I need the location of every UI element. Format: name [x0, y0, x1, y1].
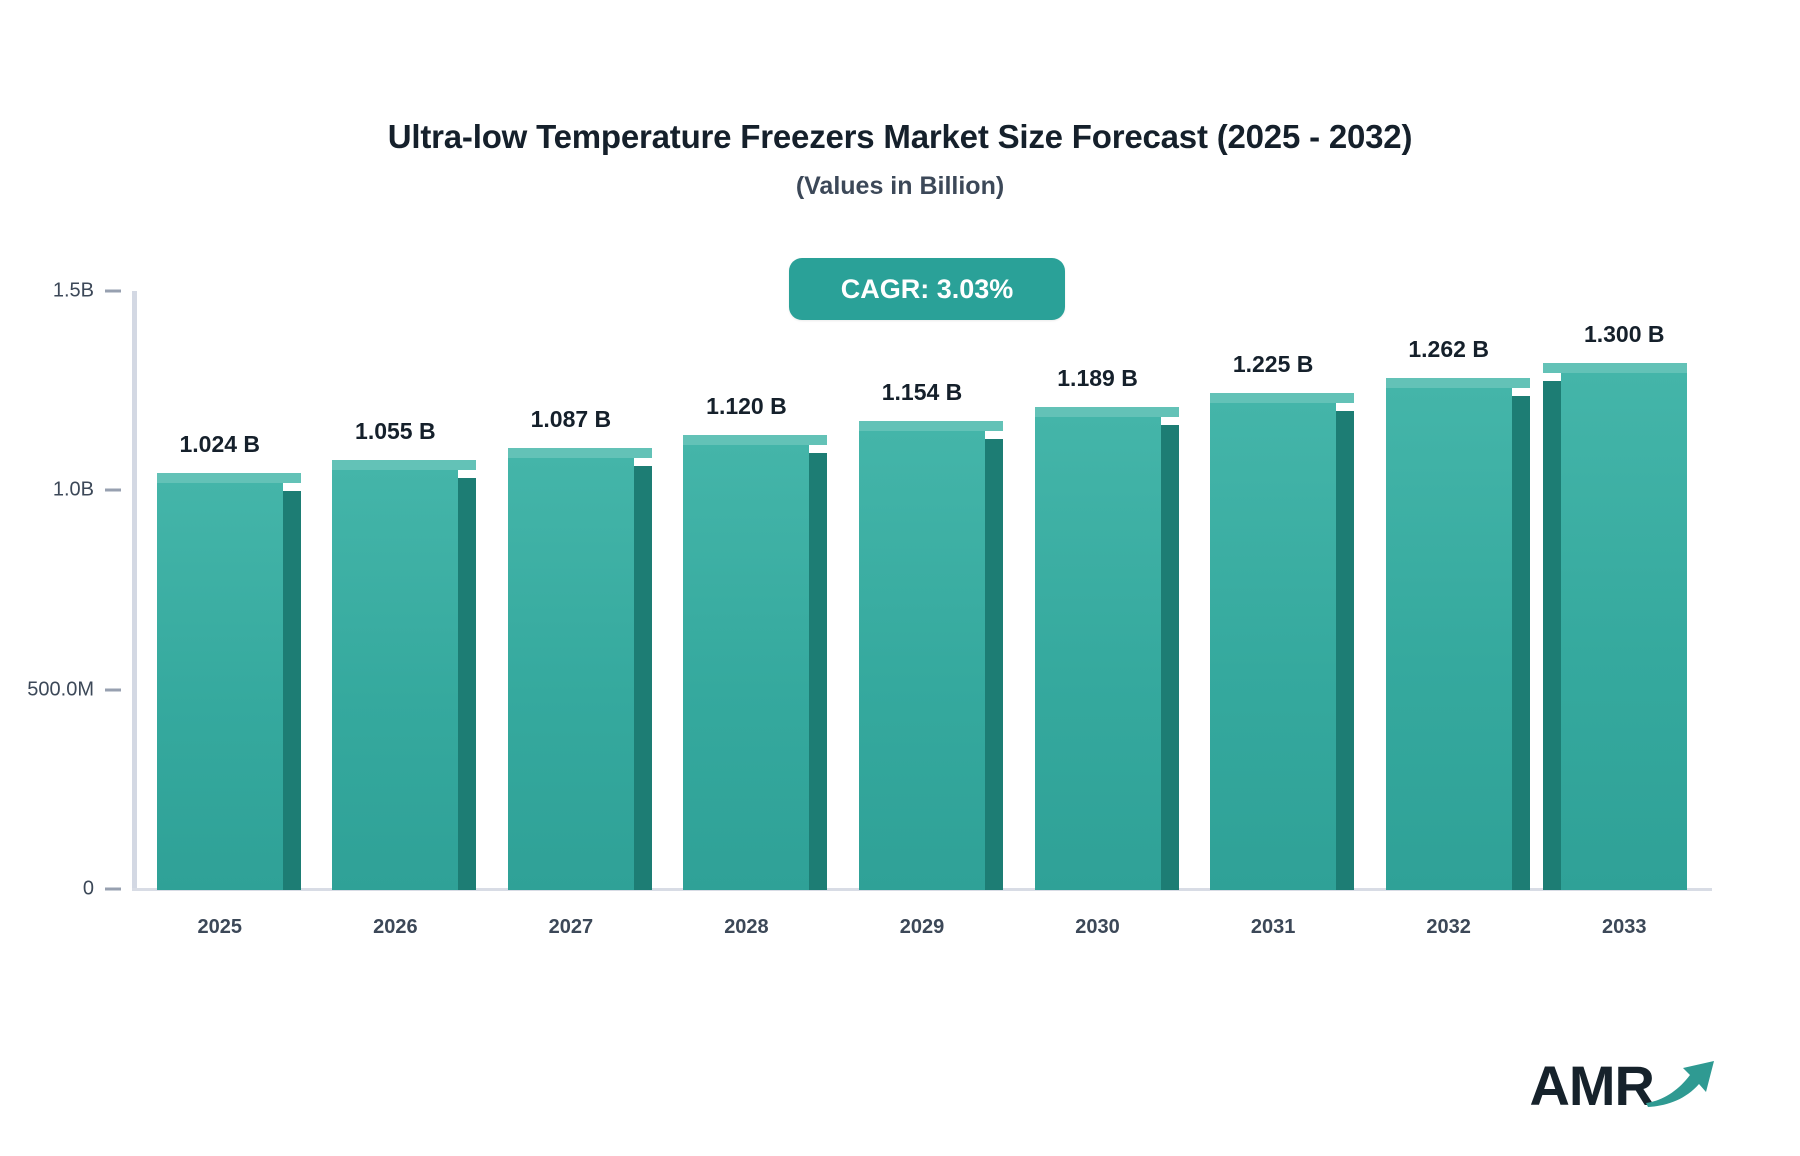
bar-front-face	[1561, 371, 1688, 890]
bar-top-face	[1210, 392, 1355, 403]
cagr-badge: CAGR: 3.03%	[789, 258, 1065, 320]
bar-front-face	[1385, 386, 1512, 890]
bar-front-face	[507, 456, 634, 890]
bar-top-face	[1034, 407, 1179, 417]
bar-front-face	[332, 469, 459, 890]
bar-2026[interactable]: 1.055 B 2026	[332, 418, 477, 938]
bar-2027[interactable]: 1.087 B 2027	[507, 406, 652, 938]
bar-front-face	[1034, 416, 1161, 890]
y-axis-tick-label: 1.0B	[52, 478, 94, 501]
bar-side-face	[985, 438, 1003, 890]
bar-side-face	[458, 478, 477, 890]
bar-value-label: 1.055 B	[355, 418, 436, 445]
bar-2028[interactable]: 1.120 B 2028	[683, 393, 828, 938]
bar-front-face	[156, 481, 283, 890]
x-axis-tick-label: 2032	[1426, 916, 1471, 938]
y-axis-line	[132, 291, 137, 891]
bar-2033[interactable]: 1.300 B 2033	[1543, 321, 1688, 938]
bar-top-face	[683, 434, 828, 445]
bar-top-face	[507, 447, 652, 458]
x-axis-tick-label: 2031	[1250, 916, 1296, 938]
bar-side-face	[1511, 395, 1530, 890]
plot-area: 1.024 B 2025 1.055 B 2026 1.087 B 2027 1.120 B…	[132, 290, 1712, 938]
amr-logo: AMR	[1529, 1051, 1718, 1114]
bar-top-face	[859, 420, 1003, 431]
bar-top-face	[332, 460, 477, 471]
bar-value-label: 1.120 B	[706, 392, 787, 419]
chart-subtitle: (Values in Billion)	[795, 172, 1005, 200]
bar-value-label: 1.087 B	[530, 405, 612, 432]
bar-front-face	[1210, 401, 1337, 890]
bar-side-face	[1336, 410, 1355, 890]
bar-2031[interactable]: 1.225 B 2031	[1210, 351, 1355, 938]
x-axis-tick-label: 2030	[1075, 916, 1120, 938]
bar-side-face	[1160, 425, 1179, 890]
bar-value-label: 1.189 B	[1057, 365, 1138, 391]
bar-front-face	[859, 429, 985, 890]
y-axis-tick-mark	[105, 488, 121, 492]
y-axis-tick-mark	[105, 289, 121, 293]
cagr-badge-label: CAGR: 3.03%	[840, 273, 1014, 304]
bar-front-face	[683, 443, 810, 890]
bar-top-face	[156, 472, 301, 483]
x-axis-tick-label: 2028	[724, 916, 769, 938]
bar-2029[interactable]: 1.154 B 2029	[859, 379, 1003, 938]
x-axis-tick-label: 2026	[373, 916, 418, 938]
growth-arrow-icon	[1644, 1051, 1718, 1112]
x-axis-tick-label: 2029	[899, 916, 945, 938]
bar-value-label: 1.262 B	[1408, 335, 1489, 362]
bar-side-face	[633, 465, 652, 890]
y-axis-tick-mark	[105, 688, 121, 692]
bar-top-face	[1385, 377, 1530, 388]
bar-value-label: 1.154 B	[881, 378, 963, 405]
bar-value-label: 1.300 B	[1583, 320, 1665, 347]
y-axis-tick-label: 500.0M	[27, 678, 94, 701]
bar-value-label: 1.225 B	[1232, 350, 1314, 377]
y-axis-tick-label: 0	[82, 877, 94, 900]
bar-2030[interactable]: 1.189 B 2030	[1034, 365, 1179, 938]
y-axis-tick-mark	[105, 887, 121, 891]
amr-logo-text: AMR	[1529, 1054, 1655, 1117]
x-axis-tick-label: 2027	[548, 916, 594, 938]
bar-2025[interactable]: 1.024 B 2025	[156, 431, 301, 938]
x-axis-tick-label: 2033	[1601, 916, 1647, 938]
bar-top-face	[1543, 362, 1688, 373]
x-axis-tick-label: 2025	[197, 916, 243, 938]
y-axis-tick-label: 1.5B	[52, 279, 94, 302]
bar-2032[interactable]: 1.262 B 2032	[1385, 336, 1530, 938]
bar-side-face	[282, 490, 301, 890]
page-title: Ultra-low Temperature Freezers Market Si…	[387, 118, 1413, 155]
bar-side-face	[1543, 380, 1562, 890]
bar-side-face	[809, 452, 828, 890]
bar-value-label: 1.024 B	[179, 430, 261, 457]
